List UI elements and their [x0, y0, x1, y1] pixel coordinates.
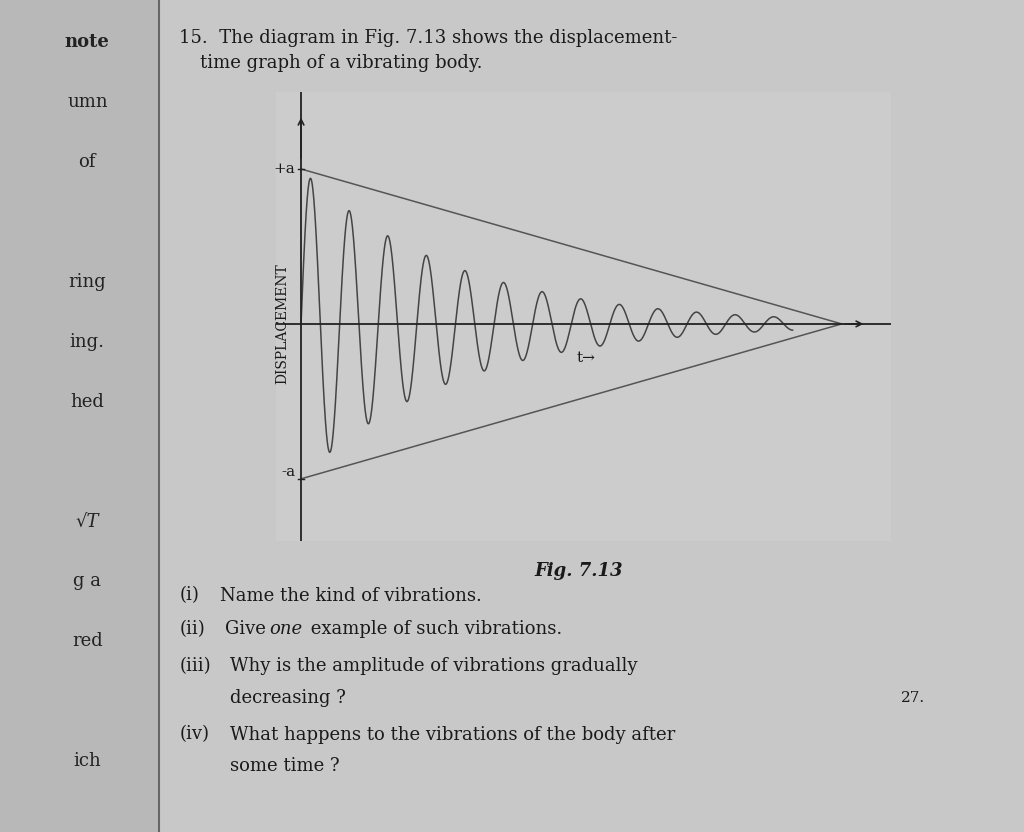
Text: Fig. 7.13: Fig. 7.13	[535, 562, 623, 580]
Text: time graph of a vibrating body.: time graph of a vibrating body.	[200, 54, 482, 72]
Text: t→: t→	[577, 351, 596, 365]
Text: Why is the amplitude of vibrations gradually: Why is the amplitude of vibrations gradu…	[230, 657, 638, 676]
Text: ich: ich	[74, 752, 101, 770]
Text: ing.: ing.	[70, 333, 104, 351]
Text: hed: hed	[71, 393, 104, 411]
Text: note: note	[65, 33, 110, 52]
Text: ring: ring	[69, 273, 106, 291]
Text: 27.: 27.	[901, 691, 926, 705]
Text: Give: Give	[225, 620, 272, 638]
Text: -a: -a	[281, 465, 295, 479]
Text: DISPLACEMENT: DISPLACEMENT	[275, 264, 290, 384]
Text: example of such vibrations.: example of such vibrations.	[305, 620, 562, 638]
Text: decreasing ?: decreasing ?	[230, 689, 346, 707]
Text: (iv): (iv)	[179, 726, 209, 744]
Text: What happens to the vibrations of the body after: What happens to the vibrations of the bo…	[230, 726, 676, 744]
Text: of: of	[79, 153, 96, 171]
Text: Name the kind of vibrations.: Name the kind of vibrations.	[220, 587, 482, 605]
Text: √T: √T	[76, 513, 99, 531]
Text: (ii): (ii)	[179, 620, 205, 638]
Text: one: one	[269, 620, 302, 638]
Text: g a: g a	[74, 572, 101, 591]
Text: umn: umn	[67, 93, 108, 111]
Text: +a: +a	[273, 162, 295, 176]
Text: (i): (i)	[179, 587, 199, 605]
Text: some time ?: some time ?	[230, 757, 340, 775]
Text: 15.  The diagram in Fig. 7.13 shows the displacement-: 15. The diagram in Fig. 7.13 shows the d…	[179, 29, 678, 47]
Text: (iii): (iii)	[179, 657, 211, 676]
Text: red: red	[72, 632, 102, 651]
